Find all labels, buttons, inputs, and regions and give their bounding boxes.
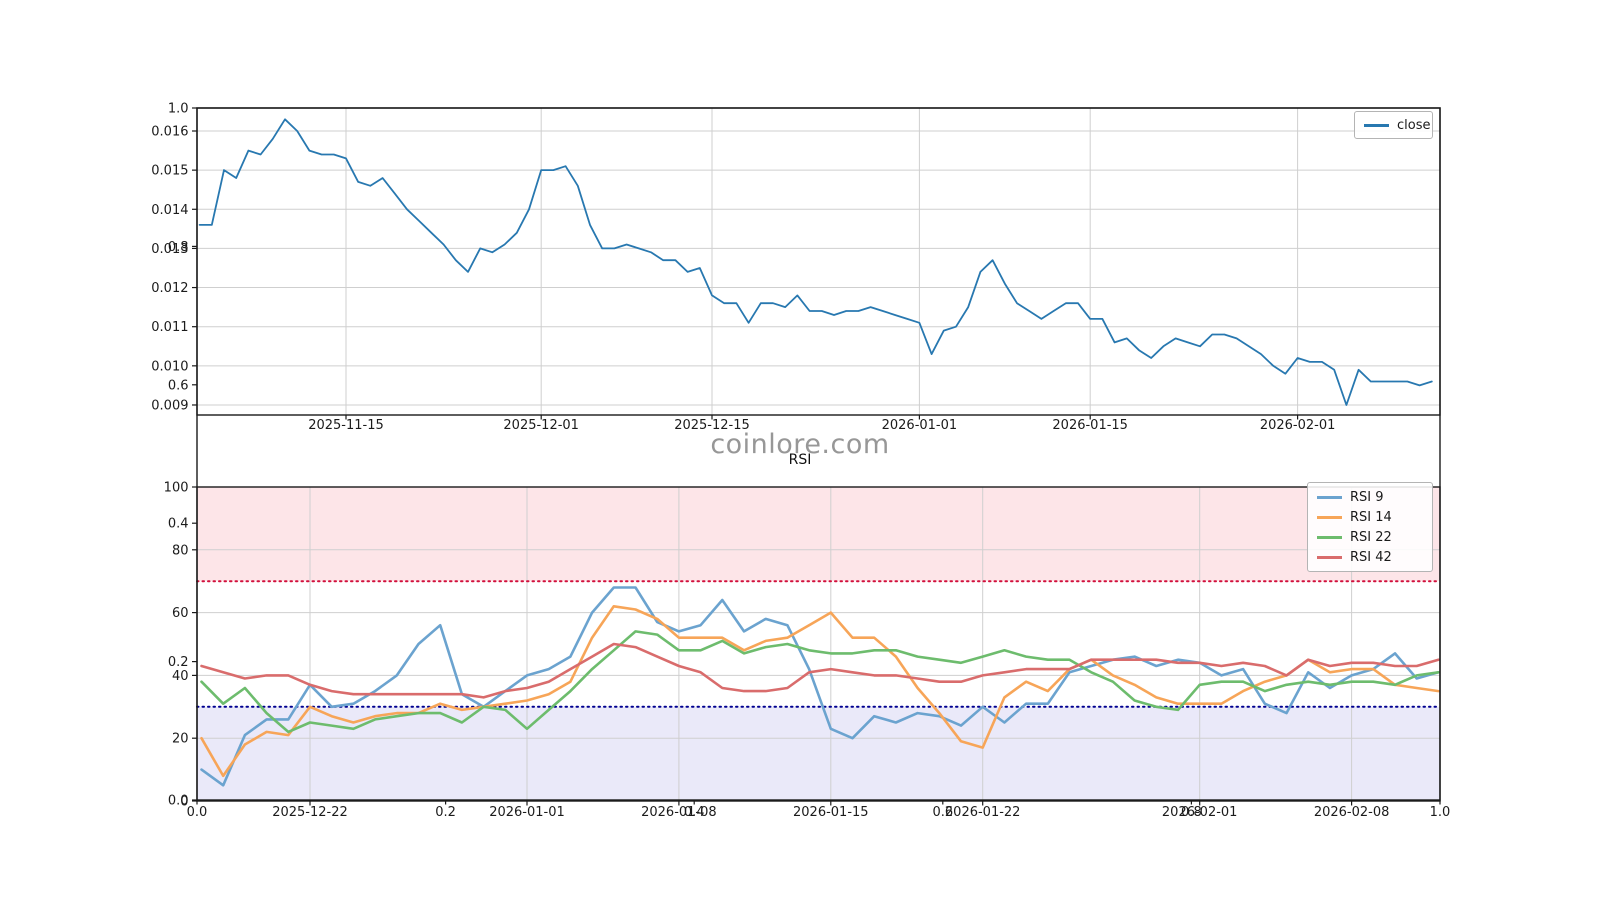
rsi-rsi-22-line: [200, 630, 1440, 734]
x-tick-label: 0.4: [684, 805, 705, 820]
y-tick-label: 0.8: [168, 240, 189, 255]
y-tick-label: 1.0: [168, 102, 189, 117]
y-tick-label: 0.012: [151, 281, 188, 296]
y-tick-label: 40: [172, 669, 189, 684]
x-tick-label: 2026-01-01: [489, 805, 565, 820]
legend-item-rsi-9: RSI 9: [1317, 489, 1423, 505]
x-tick-label: 0.2: [435, 805, 456, 820]
legend-line-swatch: [1317, 495, 1342, 499]
y-tick-label: 0.4: [168, 517, 189, 532]
legend-label: close: [1397, 117, 1431, 133]
rsi-rsi-9-line: [200, 586, 1440, 787]
x-tick-label: 2026-01-15: [793, 805, 869, 820]
x-tick-label: 2026-01-01: [882, 418, 958, 433]
y-tick-label: 0.016: [151, 125, 188, 140]
x-tick-label: 2026-02-01: [1162, 805, 1238, 820]
x-tick-label: 2025-11-15: [308, 418, 384, 433]
x-tick-label: 2026-02-01: [1260, 418, 1336, 433]
gridlines: [197, 108, 1440, 801]
legend-line-swatch: [1364, 123, 1389, 127]
y-tick-label: 0.013: [151, 242, 188, 257]
tick-marks: [192, 107, 1441, 806]
legend-item-rsi-14: RSI 14: [1317, 509, 1423, 525]
x-tick-label: 0.0: [187, 805, 208, 820]
x-tick-label: 0.6: [932, 805, 953, 820]
legend-item-rsi-42: RSI 42: [1317, 549, 1423, 565]
x-tick-label: 2026-02-08: [1314, 805, 1390, 820]
x-tick-label: 2025-12-15: [674, 418, 750, 433]
rsi-rsi-42-line: [200, 642, 1440, 699]
legend-item-close: close: [1364, 117, 1430, 133]
y-tick-label: 60: [172, 606, 189, 621]
y-tick-label: 0.009: [151, 398, 188, 413]
y-tick-label: 0.0: [168, 794, 189, 809]
y-tick-label: 0: [180, 795, 188, 810]
price-legend: close: [1354, 111, 1433, 139]
x-tick-label: 0.8: [1181, 805, 1202, 820]
x-tick-label: 2026-01-15: [1052, 418, 1128, 433]
y-tick-label: 0.6: [168, 378, 189, 393]
x-tick-label: 2025-12-22: [272, 805, 348, 820]
rsi-threshold-bands: [197, 487, 1440, 801]
rsi-panel-title: RSI: [788, 452, 812, 468]
legend-line-swatch: [1317, 515, 1342, 519]
legend-label: RSI 14: [1350, 509, 1392, 525]
y-tick-label: 0.014: [151, 203, 188, 218]
oversold-band: [197, 706, 1440, 801]
x-tick-label: 2026-01-08: [641, 805, 717, 820]
x-tick-label: 1.0: [1430, 805, 1451, 820]
legend-line-swatch: [1317, 555, 1342, 559]
y-tick-label: 0.2: [168, 655, 189, 670]
y-tick-label: 100: [164, 481, 189, 496]
y-tick-label: 80: [172, 543, 189, 558]
legend-line-swatch: [1317, 535, 1342, 539]
legend-label: RSI 9: [1350, 489, 1384, 505]
watermark: coinlore.com: [710, 429, 890, 460]
y-tick-label: 0.015: [151, 164, 188, 179]
legend-label: RSI 42: [1350, 549, 1392, 565]
x-tick-label: 2025-12-01: [503, 418, 579, 433]
rsi-axes-box: [196, 486, 1441, 802]
y-tick-label: 0.010: [151, 359, 188, 374]
price-axes-box: [196, 107, 1441, 416]
overbought-band: [197, 487, 1440, 582]
price-close-line: [198, 118, 1433, 406]
legend-label: RSI 22: [1350, 529, 1392, 545]
rsi-legend: RSI 9 RSI 14 RSI 22 RSI 42: [1307, 482, 1433, 572]
legend-item-rsi-22: RSI 22: [1317, 529, 1423, 545]
y-tick-label: 20: [172, 732, 189, 747]
y-tick-label: 0.011: [151, 320, 188, 335]
rsi-rsi-14-line: [200, 604, 1440, 778]
x-tick-label: 2026-01-22: [945, 805, 1021, 820]
tick-labels: 0.016 0.015 0.014 0.013 0.012 0.011 0.010 0.009…: [151, 102, 1450, 821]
